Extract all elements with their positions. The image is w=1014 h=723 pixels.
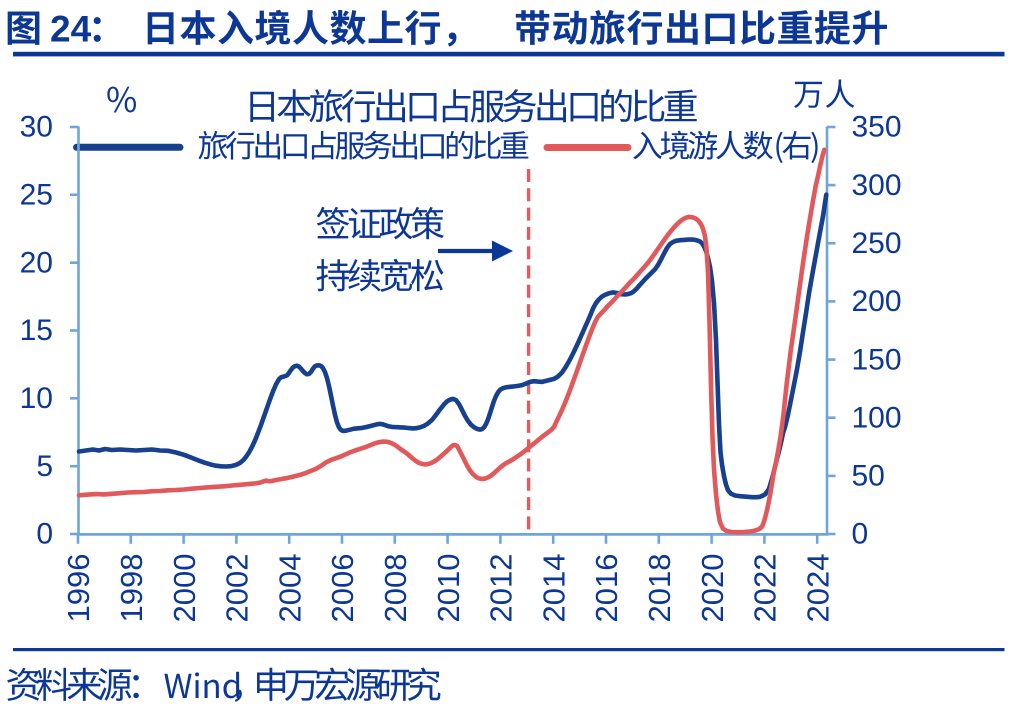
svg-text:200: 200	[852, 285, 902, 318]
svg-text:2024: 2024	[800, 554, 835, 623]
svg-text:2014: 2014	[536, 554, 571, 623]
svg-text:5: 5	[36, 450, 53, 483]
svg-text:150: 150	[852, 343, 902, 376]
svg-text:2008: 2008	[378, 554, 413, 623]
svg-text:2022: 2022	[748, 554, 783, 623]
svg-text:2010: 2010	[431, 554, 466, 623]
svg-text:100: 100	[852, 401, 902, 434]
svg-text:2020: 2020	[695, 554, 730, 623]
svg-text:2000: 2000	[167, 554, 202, 623]
svg-text:20: 20	[20, 246, 53, 279]
svg-text:2002: 2002	[220, 554, 255, 623]
svg-text:2016: 2016	[589, 554, 624, 623]
svg-text:2018: 2018	[642, 554, 677, 623]
svg-text:250: 250	[852, 227, 902, 260]
svg-text:24: 24	[50, 9, 92, 50]
svg-text:0: 0	[36, 518, 53, 551]
svg-text:30: 30	[20, 111, 53, 144]
svg-text:1998: 1998	[114, 554, 149, 623]
svg-text:0: 0	[852, 518, 869, 551]
svg-text:10: 10	[20, 382, 53, 415]
svg-text:2012: 2012	[484, 554, 519, 623]
svg-text:15: 15	[20, 314, 53, 347]
svg-text:1996: 1996	[61, 554, 96, 623]
svg-text:2004: 2004	[272, 554, 307, 623]
svg-text:2006: 2006	[325, 554, 360, 623]
svg-text:50: 50	[852, 460, 885, 493]
svg-text:25: 25	[20, 179, 53, 212]
svg-text:350: 350	[852, 111, 902, 144]
svg-text:300: 300	[852, 169, 902, 202]
